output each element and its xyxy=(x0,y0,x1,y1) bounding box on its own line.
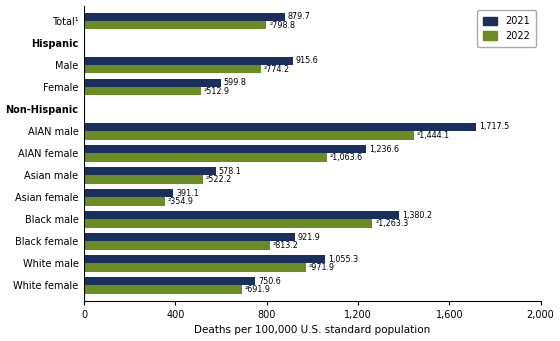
X-axis label: Deaths per 100,000 U.S. standard population: Deaths per 100,000 U.S. standard populat… xyxy=(194,325,431,336)
Text: 578.1: 578.1 xyxy=(219,166,241,176)
Text: ²354.9: ²354.9 xyxy=(168,197,194,206)
Bar xyxy=(84,277,255,285)
Text: 1,717.5: 1,717.5 xyxy=(479,122,509,132)
Bar xyxy=(84,153,327,162)
Bar xyxy=(84,145,366,153)
Text: 879.7: 879.7 xyxy=(288,12,310,21)
Text: ²691.9: ²691.9 xyxy=(245,285,271,294)
Bar xyxy=(84,167,216,175)
Bar xyxy=(84,13,285,21)
Text: ²1,263.3: ²1,263.3 xyxy=(375,219,408,228)
Text: ²1,444.1: ²1,444.1 xyxy=(417,131,450,140)
Bar xyxy=(84,219,372,228)
Text: ²522.2: ²522.2 xyxy=(206,175,232,184)
Text: 1,055.3: 1,055.3 xyxy=(328,255,358,264)
Bar xyxy=(84,131,414,139)
Bar xyxy=(84,241,270,250)
Bar xyxy=(84,189,174,197)
Text: ²798.8: ²798.8 xyxy=(269,21,295,30)
Legend: 2021, 2022: 2021, 2022 xyxy=(477,11,536,47)
Bar xyxy=(84,123,476,131)
Text: 1,380.2: 1,380.2 xyxy=(402,211,432,220)
Text: ²1,063.6: ²1,063.6 xyxy=(330,153,363,162)
Bar xyxy=(84,285,242,294)
Text: ²774.2: ²774.2 xyxy=(264,65,290,74)
Text: 915.6: 915.6 xyxy=(296,56,319,65)
Text: 921.9: 921.9 xyxy=(297,233,320,242)
Text: 599.8: 599.8 xyxy=(224,78,246,87)
Bar xyxy=(84,255,325,263)
Bar xyxy=(84,79,221,87)
Bar xyxy=(84,87,201,95)
Bar xyxy=(84,21,267,29)
Bar xyxy=(84,57,293,65)
Bar xyxy=(84,211,399,219)
Text: ²971.9: ²971.9 xyxy=(309,263,335,272)
Bar xyxy=(84,197,165,206)
Text: 1,236.6: 1,236.6 xyxy=(369,145,399,153)
Text: ²512.9: ²512.9 xyxy=(204,87,230,96)
Bar xyxy=(84,263,306,272)
Text: ²813.2: ²813.2 xyxy=(273,241,298,250)
Bar xyxy=(84,65,261,73)
Text: 750.6: 750.6 xyxy=(258,277,281,286)
Text: 391.1: 391.1 xyxy=(176,189,199,197)
Bar xyxy=(84,233,295,241)
Bar xyxy=(84,175,203,183)
